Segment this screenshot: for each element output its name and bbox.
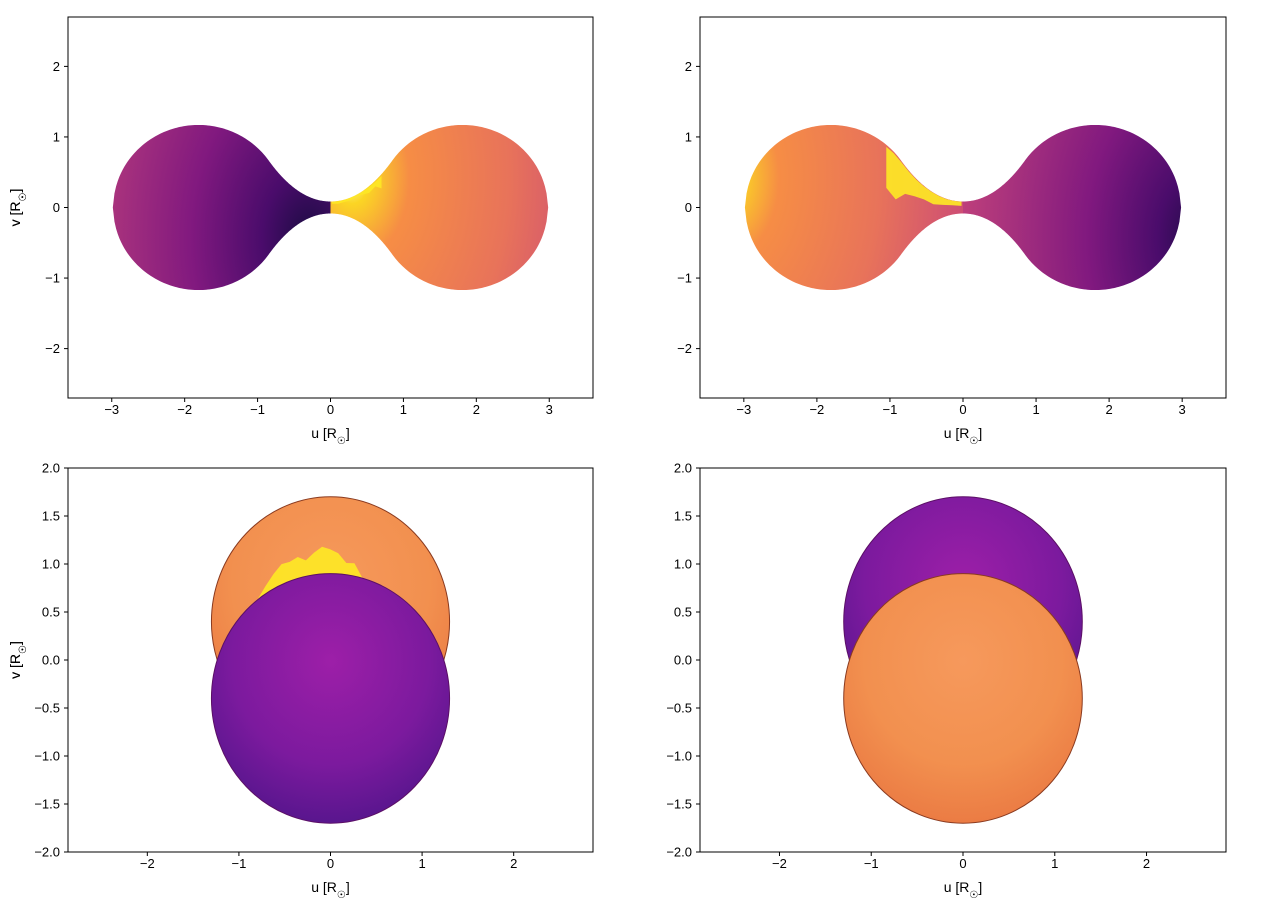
svg-text:0: 0 — [685, 200, 692, 215]
svg-text:0.0: 0.0 — [42, 653, 60, 668]
svg-text:−2: −2 — [45, 341, 60, 356]
svg-text:1: 1 — [685, 129, 692, 144]
svg-text:1: 1 — [418, 856, 425, 871]
svg-text:−0.5: −0.5 — [34, 701, 60, 716]
svg-text:3: 3 — [546, 402, 553, 417]
svg-text:2.0: 2.0 — [674, 461, 692, 476]
svg-text:1.0: 1.0 — [674, 557, 692, 572]
svg-text:1.5: 1.5 — [674, 509, 692, 524]
svg-text:0.0: 0.0 — [674, 653, 692, 668]
svg-text:1: 1 — [53, 129, 60, 144]
svg-text:−1: −1 — [45, 271, 60, 286]
svg-text:−3: −3 — [104, 402, 119, 417]
svg-text:2: 2 — [53, 59, 60, 74]
svg-text:−1: −1 — [864, 856, 879, 871]
svg-text:2: 2 — [510, 856, 517, 871]
svg-text:2: 2 — [1143, 856, 1150, 871]
svg-text:0: 0 — [959, 402, 966, 417]
svg-text:−1: −1 — [677, 271, 692, 286]
svg-text:−1: −1 — [231, 856, 246, 871]
svg-text:1.0: 1.0 — [42, 557, 60, 572]
svg-text:−2: −2 — [677, 341, 692, 356]
svg-text:−3: −3 — [736, 402, 751, 417]
svg-text:−1.0: −1.0 — [666, 749, 692, 764]
svg-text:2: 2 — [685, 59, 692, 74]
svg-text:−2.0: −2.0 — [666, 845, 692, 860]
svg-text:−1.5: −1.5 — [34, 797, 60, 812]
svg-text:−1: −1 — [883, 402, 898, 417]
svg-text:−2: −2 — [809, 402, 824, 417]
svg-text:0.5: 0.5 — [674, 605, 692, 620]
svg-text:0: 0 — [327, 856, 334, 871]
svg-text:−2.0: −2.0 — [34, 845, 60, 860]
svg-text:−0.5: −0.5 — [666, 701, 692, 716]
svg-text:−1: −1 — [250, 402, 265, 417]
svg-text:1: 1 — [400, 402, 407, 417]
svg-text:−1.5: −1.5 — [666, 797, 692, 812]
svg-text:−1.0: −1.0 — [34, 749, 60, 764]
svg-text:−2: −2 — [177, 402, 192, 417]
svg-text:2: 2 — [1105, 402, 1112, 417]
svg-text:2.0: 2.0 — [42, 461, 60, 476]
svg-text:3: 3 — [1179, 402, 1186, 417]
svg-text:2: 2 — [473, 402, 480, 417]
svg-text:0.5: 0.5 — [42, 605, 60, 620]
svg-text:1.5: 1.5 — [42, 509, 60, 524]
svg-text:1: 1 — [1051, 856, 1058, 871]
svg-text:0: 0 — [327, 402, 334, 417]
svg-text:1: 1 — [1032, 402, 1039, 417]
svg-text:0: 0 — [53, 200, 60, 215]
svg-text:−2: −2 — [140, 856, 155, 871]
svg-text:−2: −2 — [772, 856, 787, 871]
svg-text:0: 0 — [959, 856, 966, 871]
